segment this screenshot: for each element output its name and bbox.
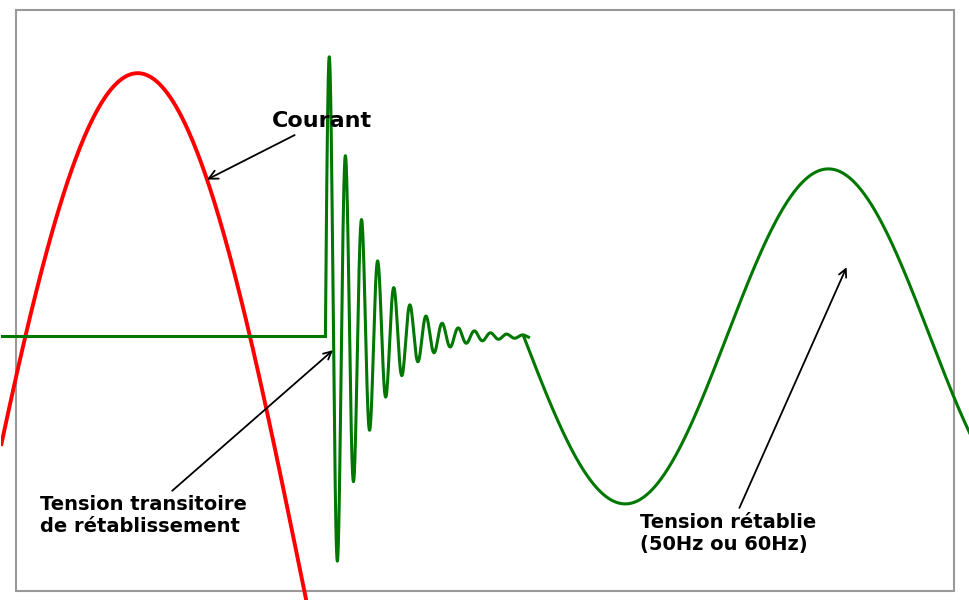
Text: Tension transitoire
de rétablissement: Tension transitoire de rétablissement — [40, 352, 331, 536]
Text: Tension rétablie
(50Hz ou 60Hz): Tension rétablie (50Hz ou 60Hz) — [640, 269, 845, 554]
Text: Instant de coupure: Instant de coupure — [0, 600, 1, 601]
Text: Courant: Courant — [208, 111, 372, 178]
